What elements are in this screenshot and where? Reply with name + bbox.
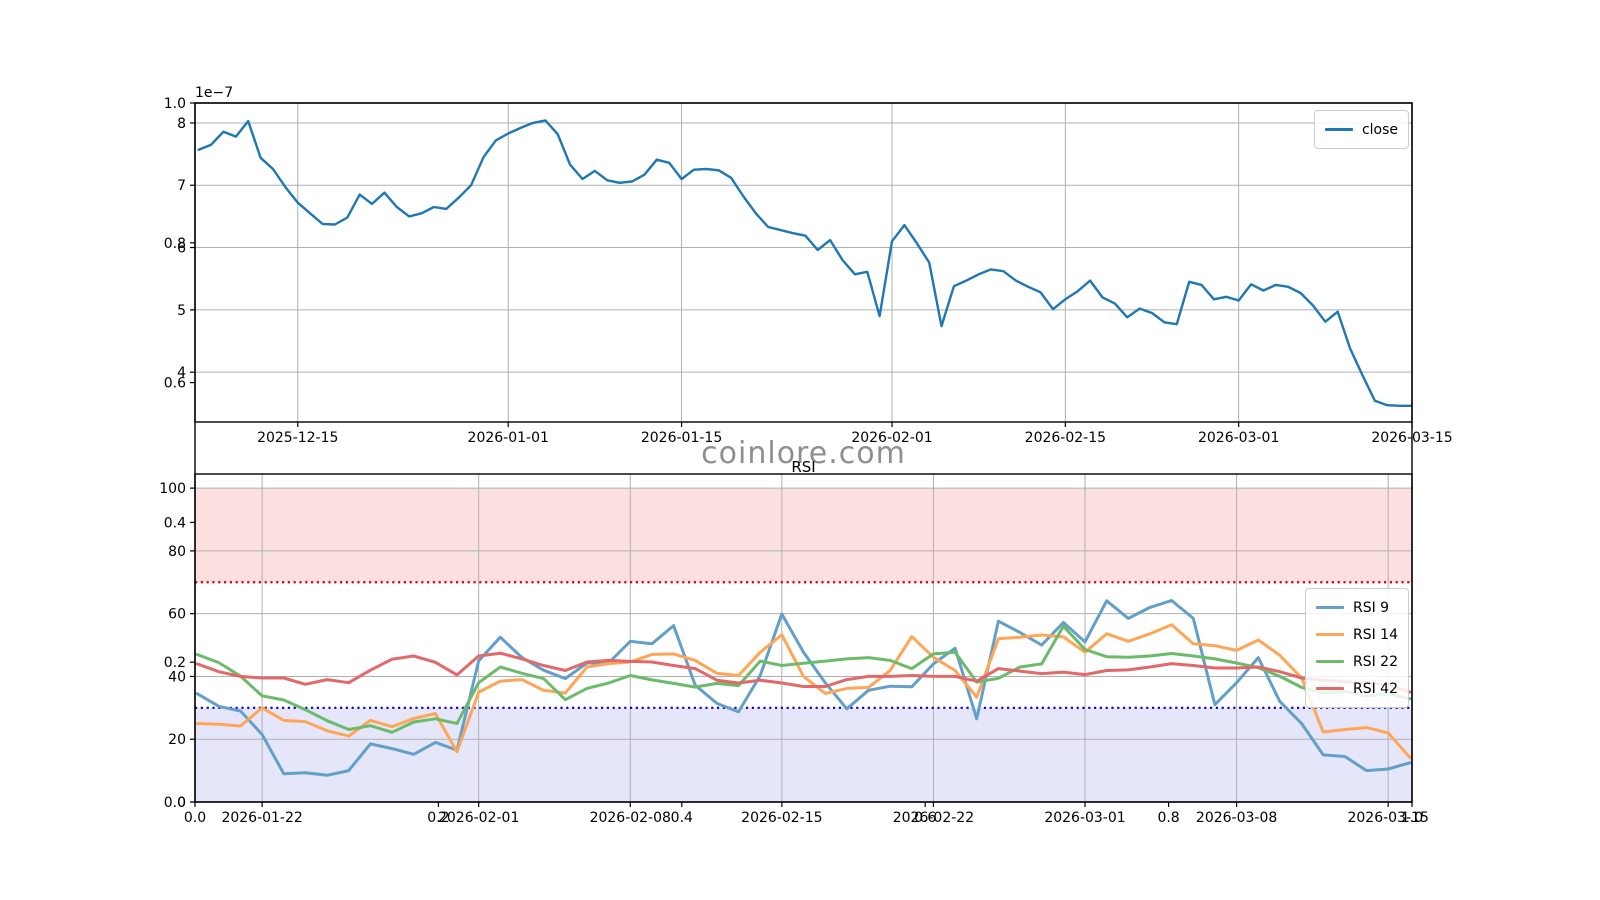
y-tick-label: 40 (168, 669, 186, 685)
rsi9-line-swatch (1315, 606, 1344, 609)
overlay-x-tick-label: 0.2 (427, 810, 449, 826)
series-line-rsi-22 (195, 624, 1412, 734)
y-tick-label: 20 (168, 732, 186, 748)
overlay-y-tick-label: 0.0 (164, 795, 186, 811)
overlay-axes-frame (194, 102, 1413, 803)
rsi22-line-swatch (1315, 660, 1344, 663)
x-tick-label-date: 2026-03-15 (1371, 430, 1452, 446)
overlay-x-tick-label: 0.0 (184, 810, 206, 826)
x-tick-label-date: 2026-03-01 (1044, 810, 1125, 826)
x-tick-label-date: 2026-02-22 (893, 810, 974, 826)
x-tick-label-date: 2026-03-15 (1347, 810, 1428, 826)
x-tick-label-date: 2026-02-01 (851, 430, 932, 446)
y-tick-label: 60 (168, 607, 186, 623)
legend-label: close (1361, 121, 1398, 138)
legend-item-close: close (1324, 116, 1398, 143)
overlay-x-tick-label: 0.8 (1157, 810, 1179, 826)
rsi42-line-swatch (1315, 687, 1344, 690)
rsi-legend: RSI 9 RSI 14 RSI 22 RSI 42 (1304, 588, 1409, 708)
overlay-x-tick-label: 0.6 (914, 810, 936, 826)
legend-item-rsi22: RSI 22 (1315, 648, 1398, 675)
legend-item-rsi9: RSI 9 (1315, 594, 1398, 621)
overlay-y-tick-label: 0.8 (164, 236, 186, 252)
y-tick-label: 7 (177, 178, 186, 194)
y-tick-label: 4 (177, 365, 186, 381)
x-tick-label-date: 2026-02-01 (438, 810, 519, 826)
x-tick-label-date: 2026-01-22 (221, 810, 302, 826)
legend-label: RSI 14 (1352, 626, 1398, 643)
x-tick-label-date: 2026-02-15 (1025, 430, 1106, 446)
close-line-swatch (1324, 128, 1353, 131)
legend-label: RSI 9 (1352, 599, 1390, 616)
x-tick-label-date: 2025-12-15 (257, 430, 338, 446)
rsi-subplot-title: RSI (791, 458, 816, 476)
x-tick-label-date: 2026-01-15 (641, 430, 722, 446)
legend-item-rsi42: RSI 42 (1315, 675, 1398, 702)
overlay-y-tick-label: 0.6 (164, 376, 186, 392)
x-tick-label-date: 2026-03-08 (1196, 810, 1277, 826)
legend-label: RSI 42 (1352, 680, 1398, 697)
series-line-close (197, 119, 1412, 407)
overbought-band (195, 488, 1412, 583)
overlay-y-tick-label: 0.2 (164, 655, 186, 671)
y-tick-label: 6 (177, 241, 186, 257)
x-tick-label-date: 2026-02-08 (590, 810, 671, 826)
y-tick-label: 8 (177, 116, 186, 132)
overlay-y-tick-label: 1.0 (164, 96, 186, 112)
overlay-x-tick-label: 0.4 (671, 810, 693, 826)
y-tick-label: 100 (159, 481, 186, 497)
close-legend: close (1313, 110, 1409, 149)
series-line-rsi-14 (195, 623, 1412, 759)
x-tick-label-date: 2026-01-01 (468, 430, 549, 446)
overlay-y-tick-label: 0.4 (164, 515, 186, 531)
legend-item-rsi14: RSI 14 (1315, 621, 1398, 648)
series-line-rsi-9 (195, 599, 1412, 777)
rsi14-line-swatch (1315, 633, 1344, 636)
y-tick-label: 5 (177, 303, 186, 319)
top-chart-frame (194, 102, 1413, 423)
overlay-x-tick-label: 1.0 (1401, 810, 1423, 826)
x-tick-label-date: 2026-03-01 (1198, 430, 1279, 446)
x-tick-label-date: 2026-02-15 (741, 810, 822, 826)
legend-label: RSI 22 (1352, 653, 1398, 670)
series-line-rsi-42 (195, 651, 1412, 694)
watermark: coinlore.com (701, 436, 906, 471)
y-tick-label: 80 (168, 544, 186, 560)
axis-offset-text: 1e−7 (195, 85, 233, 101)
y-tick-label: 0 (177, 795, 186, 811)
